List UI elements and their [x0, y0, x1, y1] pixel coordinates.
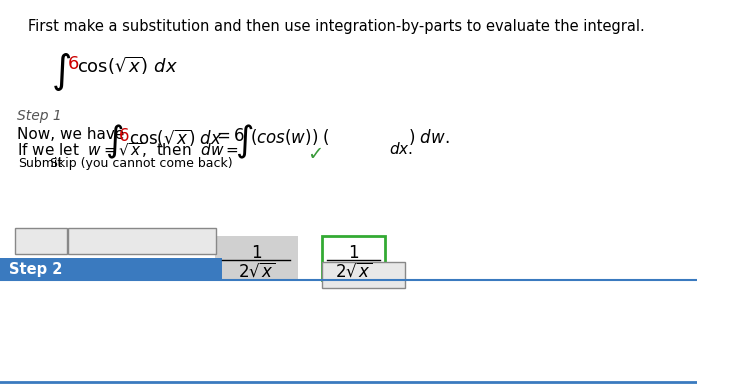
- Text: Submit: Submit: [19, 157, 62, 170]
- Text: $\int$: $\int$: [51, 51, 71, 93]
- Text: $6$: $6$: [66, 55, 79, 73]
- Text: ✓: ✓: [307, 145, 324, 164]
- Text: $= 6$: $= 6$: [213, 127, 245, 145]
- Text: $\mathrm{cos}(\sqrt{x})\ dx$: $\mathrm{cos}(\sqrt{x})\ dx$: [77, 55, 178, 77]
- Text: Skip (you cannot come back): Skip (you cannot come back): [50, 157, 233, 170]
- Text: $\int$: $\int$: [235, 123, 253, 161]
- Text: $1$: $1$: [348, 244, 359, 262]
- FancyBboxPatch shape: [215, 236, 298, 280]
- Text: $2\sqrt{x}$: $2\sqrt{x}$: [238, 262, 275, 281]
- Text: $\int$: $\int$: [105, 123, 123, 161]
- Text: $dx.$: $dx.$: [389, 141, 413, 157]
- Text: First make a substitution and then use integration-by-parts to evaluate the inte: First make a substitution and then use i…: [28, 19, 645, 34]
- Text: $6$: $6$: [118, 127, 130, 145]
- Text: $(cos(w))\ ($: $(cos(w))\ ($: [250, 127, 330, 147]
- Text: Step 2: Step 2: [9, 262, 62, 277]
- Text: $1$: $1$: [251, 244, 262, 262]
- FancyBboxPatch shape: [15, 228, 66, 254]
- Text: $\mathrm{cos}(\sqrt{x})\ dx$: $\mathrm{cos}(\sqrt{x})\ dx$: [129, 127, 222, 148]
- Text: $)\ dw.$: $)\ dw.$: [408, 127, 450, 147]
- Text: Now, we have: Now, we have: [17, 127, 124, 142]
- FancyBboxPatch shape: [322, 262, 405, 288]
- FancyBboxPatch shape: [0, 258, 222, 280]
- Text: Step 1: Step 1: [17, 109, 62, 123]
- FancyBboxPatch shape: [322, 236, 385, 280]
- Text: If we let  $w = \sqrt{x}$,  then  $dw =$: If we let $w = \sqrt{x}$, then $dw =$: [17, 141, 238, 160]
- FancyBboxPatch shape: [69, 228, 215, 254]
- Text: $2\sqrt{x}$: $2\sqrt{x}$: [335, 262, 372, 281]
